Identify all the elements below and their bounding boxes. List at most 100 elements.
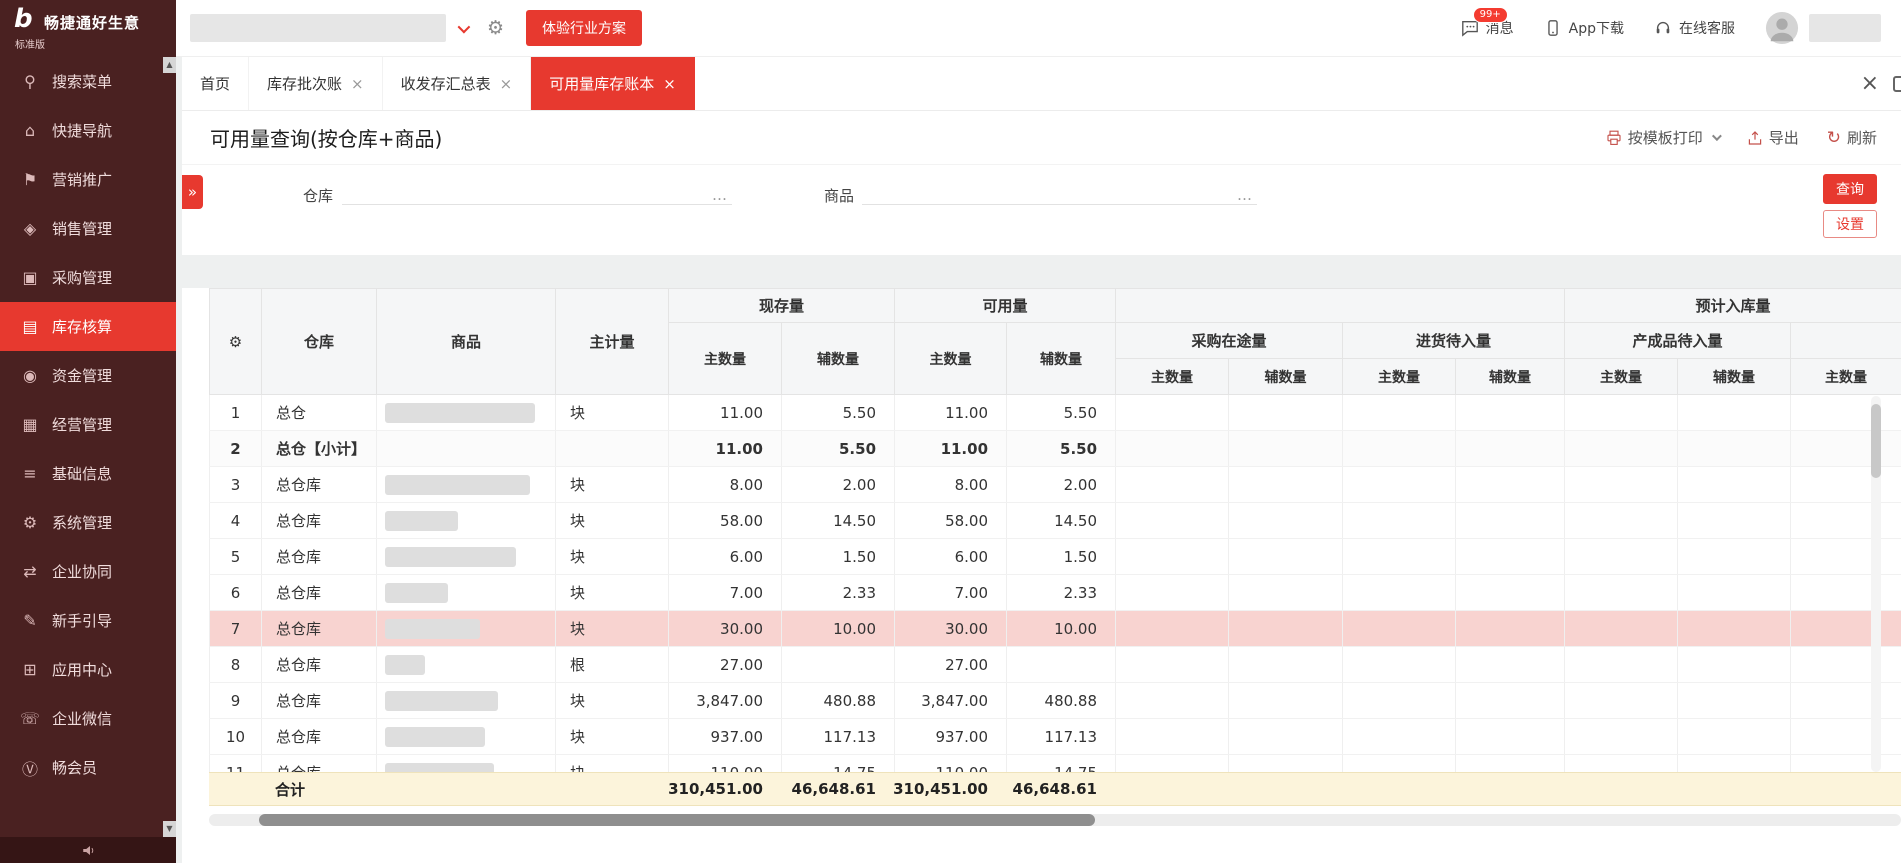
- empty-quantity-cell[interactable]: [1342, 646, 1457, 683]
- sidebar-item-search[interactable]: ⚲ 搜索菜单: [0, 57, 176, 106]
- close-tab-icon[interactable]: ×: [1860, 71, 1879, 96]
- empty-quantity-cell[interactable]: [1228, 718, 1344, 755]
- quantity-cell[interactable]: [781, 646, 896, 683]
- quantity-cell[interactable]: 30.00: [668, 610, 782, 647]
- empty-quantity-cell[interactable]: [1342, 574, 1457, 611]
- table-row[interactable]: 3 总仓库块 8.00 2.00 8.00 2.00: [209, 466, 1901, 503]
- warehouse-cell[interactable]: 总仓: [261, 394, 377, 431]
- sidebar-scrollbar[interactable]: ▲ ▼: [163, 57, 176, 837]
- row-number-cell[interactable]: 8: [209, 646, 262, 683]
- quantity-cell[interactable]: 58.00: [894, 502, 1008, 539]
- empty-quantity-cell[interactable]: [1564, 430, 1679, 467]
- tab-3[interactable]: 可用量库存账本 ×: [531, 57, 695, 110]
- empty-quantity-cell[interactable]: [1342, 466, 1457, 503]
- quantity-cell[interactable]: 7.00: [668, 574, 782, 611]
- empty-quantity-cell[interactable]: [1228, 646, 1344, 683]
- quantity-cell[interactable]: 27.00: [668, 646, 782, 683]
- empty-quantity-cell[interactable]: [1564, 538, 1679, 575]
- refresh-button[interactable]: ↻ 刷新: [1827, 127, 1877, 148]
- tab-list-icon[interactable]: [1893, 76, 1901, 92]
- empty-quantity-cell[interactable]: [1115, 754, 1230, 772]
- horizontal-scrollbar-thumb[interactable]: [259, 814, 1095, 826]
- product-cell[interactable]: [376, 466, 556, 503]
- empty-quantity-cell[interactable]: [1790, 430, 1901, 467]
- quantity-cell[interactable]: 6.00: [668, 538, 782, 575]
- empty-quantity-cell[interactable]: [1564, 646, 1679, 683]
- user-account-button[interactable]: [1765, 11, 1881, 45]
- empty-quantity-cell[interactable]: [1790, 394, 1901, 431]
- empty-quantity-cell[interactable]: [1115, 430, 1230, 467]
- empty-quantity-cell[interactable]: [1790, 502, 1901, 539]
- empty-quantity-cell[interactable]: [1228, 754, 1344, 772]
- print-by-template-button[interactable]: 按模板打印: [1606, 127, 1722, 148]
- empty-quantity-cell[interactable]: [1115, 718, 1230, 755]
- empty-quantity-cell[interactable]: [1564, 466, 1679, 503]
- quantity-cell[interactable]: 117.13: [1006, 718, 1117, 755]
- empty-quantity-cell[interactable]: [1228, 574, 1344, 611]
- sidebar-item-purchase[interactable]: ▣ 采购管理: [0, 253, 176, 302]
- empty-quantity-cell[interactable]: [1228, 430, 1344, 467]
- product-cell[interactable]: [376, 610, 556, 647]
- empty-quantity-cell[interactable]: [1677, 538, 1792, 575]
- warehouse-cell[interactable]: 总仓库: [261, 466, 377, 503]
- empty-quantity-cell[interactable]: [1115, 610, 1230, 647]
- settings-gear-icon[interactable]: ⚙: [487, 17, 505, 39]
- quantity-cell[interactable]: 3,847.00: [894, 682, 1008, 719]
- app-download-button[interactable]: App下载: [1544, 18, 1624, 38]
- quantity-cell[interactable]: 937.00: [894, 718, 1008, 755]
- empty-quantity-cell[interactable]: [1455, 430, 1566, 467]
- empty-quantity-cell[interactable]: [1455, 646, 1566, 683]
- empty-quantity-cell[interactable]: [1115, 574, 1230, 611]
- messages-button[interactable]: 消息 99+: [1461, 7, 1514, 38]
- warehouse-cell[interactable]: 总仓库: [261, 538, 377, 575]
- query-button[interactable]: 查询: [1823, 174, 1877, 204]
- empty-quantity-cell[interactable]: [1115, 466, 1230, 503]
- quantity-cell[interactable]: 2.00: [781, 466, 896, 503]
- tab-close-icon[interactable]: ×: [351, 74, 364, 93]
- sidebar-item-app-center[interactable]: ⊞ 应用中心: [0, 645, 176, 694]
- row-number-cell[interactable]: 10: [209, 718, 262, 755]
- empty-quantity-cell[interactable]: [1790, 646, 1901, 683]
- product-cell[interactable]: [376, 430, 556, 467]
- unit-cell[interactable]: [555, 430, 669, 467]
- quantity-cell[interactable]: 5.50: [781, 394, 896, 431]
- row-number-cell[interactable]: 11: [209, 754, 262, 772]
- table-row[interactable]: 6 总仓库块 7.00 2.33 7.00 2.33: [209, 574, 1901, 611]
- scroll-down-icon[interactable]: ▼: [163, 821, 176, 837]
- empty-quantity-cell[interactable]: [1677, 646, 1792, 683]
- tab-0[interactable]: 首页: [182, 57, 250, 110]
- empty-quantity-cell[interactable]: [1677, 502, 1792, 539]
- sidebar-item-wecom[interactable]: ☏ 企业微信: [0, 694, 176, 743]
- product-picker-icon[interactable]: …: [1237, 186, 1253, 204]
- quantity-cell[interactable]: 14.50: [781, 502, 896, 539]
- unit-cell[interactable]: 根: [555, 646, 669, 683]
- collapse-filter-button[interactable]: »: [182, 175, 203, 209]
- row-number-cell[interactable]: 7: [209, 610, 262, 647]
- warehouse-picker-icon[interactable]: …: [712, 186, 728, 204]
- table-row[interactable]: 5 总仓库块 6.00 1.50 6.00 1.50: [209, 538, 1901, 575]
- tab-close-icon[interactable]: ×: [499, 74, 513, 93]
- quantity-cell[interactable]: 11.00: [894, 430, 1008, 467]
- quantity-cell[interactable]: 8.00: [668, 466, 782, 503]
- product-cell[interactable]: [376, 538, 556, 575]
- quantity-cell[interactable]: [1006, 646, 1117, 683]
- empty-quantity-cell[interactable]: [1677, 394, 1792, 431]
- quantity-cell[interactable]: 5.50: [1006, 394, 1117, 431]
- empty-quantity-cell[interactable]: [1790, 682, 1901, 719]
- row-number-cell[interactable]: 6: [209, 574, 262, 611]
- scroll-up-icon[interactable]: ▲: [163, 57, 176, 73]
- company-selector-redacted[interactable]: [190, 14, 446, 42]
- empty-quantity-cell[interactable]: [1677, 754, 1792, 772]
- quantity-cell[interactable]: 1.50: [1006, 538, 1117, 575]
- empty-quantity-cell[interactable]: [1677, 466, 1792, 503]
- quantity-cell[interactable]: 2.33: [1006, 574, 1117, 611]
- empty-quantity-cell[interactable]: [1115, 682, 1230, 719]
- unit-cell[interactable]: 块: [555, 718, 669, 755]
- sidebar-item-inventory[interactable]: ▤ 库存核算: [0, 302, 176, 351]
- quantity-cell[interactable]: 14.75: [1006, 754, 1117, 772]
- row-number-cell[interactable]: 5: [209, 538, 262, 575]
- settings-button[interactable]: 设置: [1823, 210, 1877, 238]
- empty-quantity-cell[interactable]: [1564, 682, 1679, 719]
- product-cell[interactable]: [376, 718, 556, 755]
